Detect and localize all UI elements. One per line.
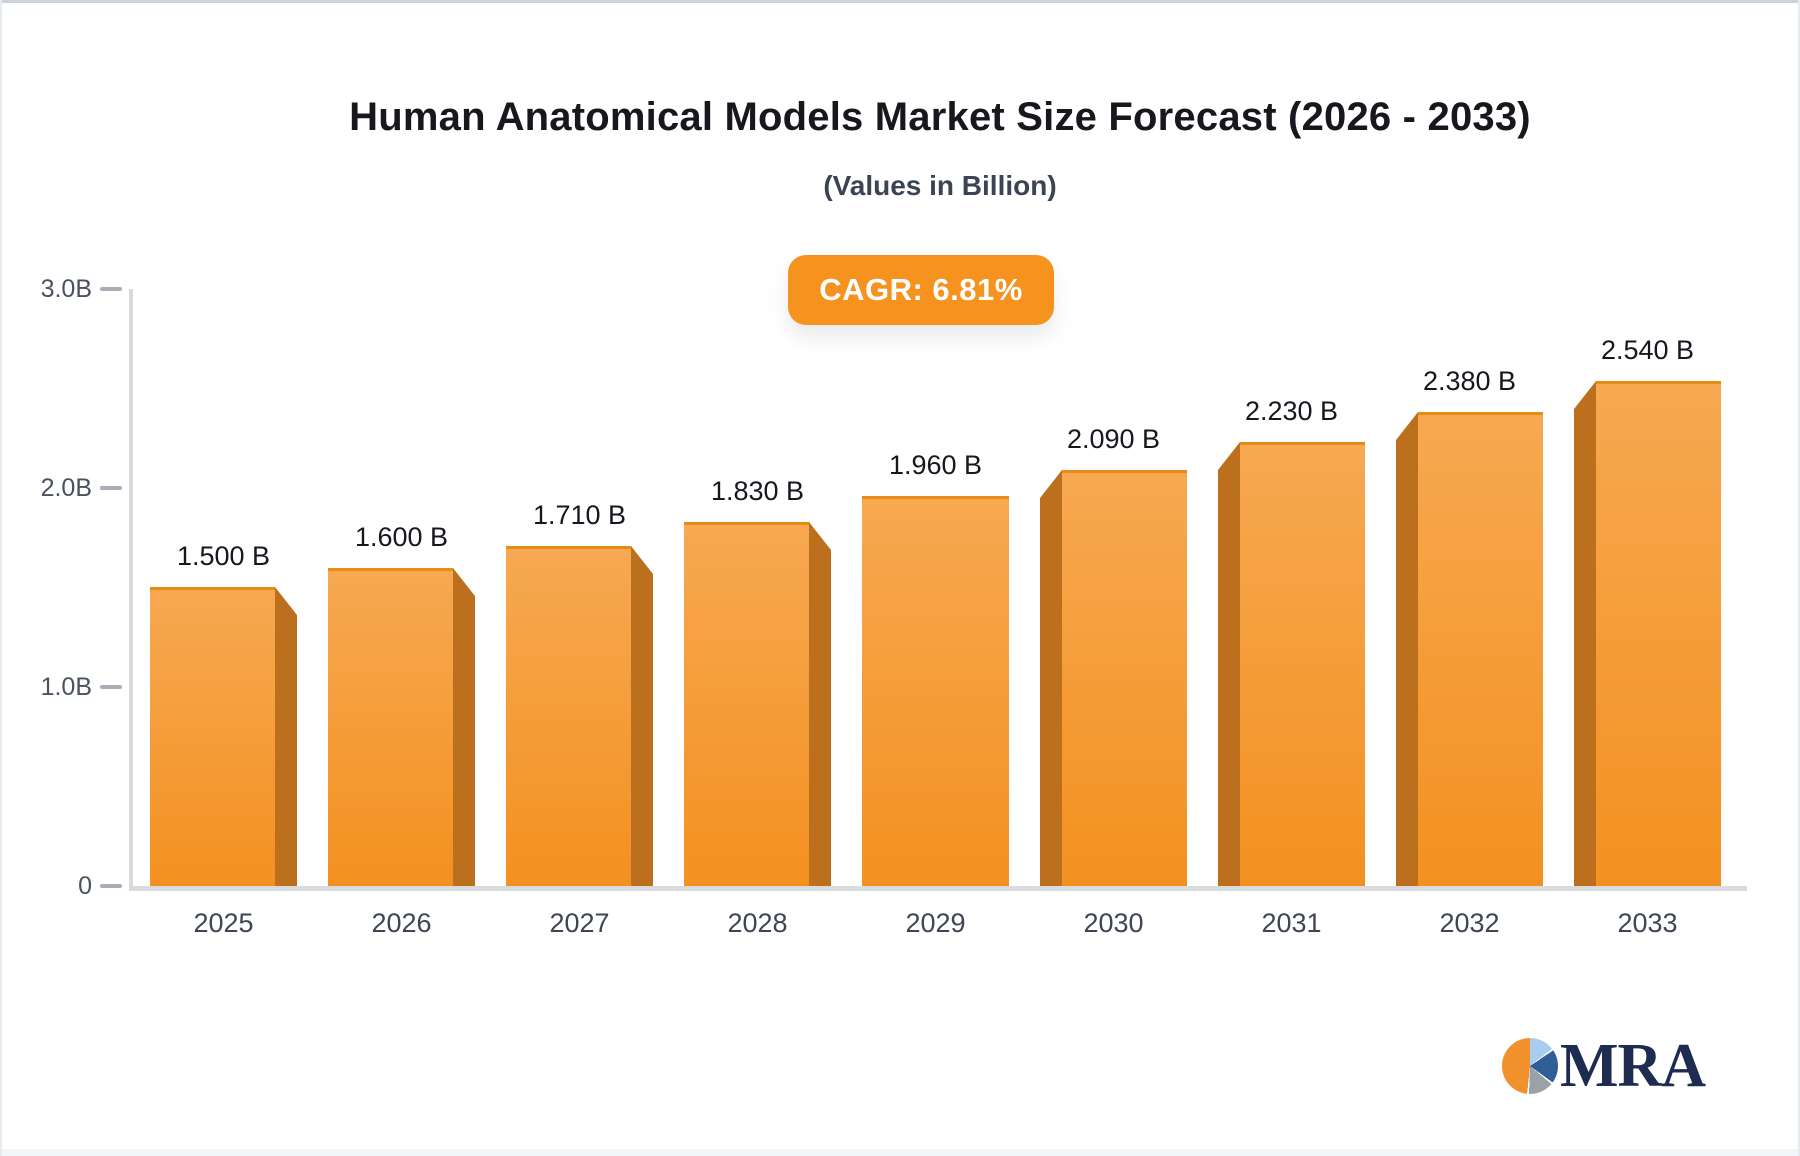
- x-axis-label: 2025: [193, 908, 254, 938]
- bar-value-label: 2.230 B: [1244, 396, 1339, 426]
- bar-face: [150, 587, 275, 886]
- bar-value-label: 2.540 B: [1600, 335, 1695, 365]
- x-axis-label: 2033: [1617, 908, 1678, 938]
- chart-subtitle: (Values in Billion): [823, 170, 1057, 201]
- bar-2033: [1574, 381, 1721, 886]
- pie-chart-logo-icon: [1502, 1038, 1558, 1094]
- bar-value-label: 1.830 B: [710, 476, 805, 506]
- bar-2028: [684, 522, 831, 886]
- bar-3d-side: [631, 546, 653, 886]
- y-axis-tick: [100, 685, 122, 689]
- card-right-border: [1798, 0, 1800, 1156]
- x-axis-label: 2028: [727, 908, 788, 938]
- bar-2031: [1218, 442, 1365, 886]
- bar-value-label: 1.500 B: [176, 541, 271, 571]
- bar-2030: [1040, 470, 1187, 886]
- bar-3d-side: [1396, 412, 1418, 886]
- card-left-border: [0, 0, 2, 1156]
- bar-3d-side: [1218, 442, 1240, 886]
- bar-2025: [150, 587, 297, 886]
- bar-2027: [506, 546, 653, 886]
- bar-3d-side: [453, 568, 475, 886]
- y-axis-tick: [100, 884, 122, 888]
- bar-face: [1418, 412, 1543, 886]
- card-top-border: [0, 0, 1800, 3]
- mra-logo: MRA: [1502, 1032, 1706, 1100]
- bar-3d-side: [1040, 470, 1062, 886]
- y-axis-line: [129, 289, 133, 890]
- bar-3d-side: [275, 587, 297, 886]
- y-axis-tick-label: 3.0B: [40, 275, 92, 303]
- bar-value-label: 1.960 B: [888, 450, 983, 480]
- x-axis-label: 2029: [905, 908, 966, 938]
- bar-3d-side: [1574, 381, 1596, 886]
- bar-3d-side: [809, 522, 831, 886]
- x-axis-baseline: [129, 886, 1747, 891]
- x-axis-label: 2027: [549, 908, 610, 938]
- cagr-badge: CAGR: 6.81%: [788, 255, 1054, 325]
- bar-2029: [862, 496, 1009, 886]
- bar-face: [684, 522, 809, 886]
- x-axis-label: 2031: [1261, 908, 1322, 938]
- card-bottom-border: [0, 1149, 1800, 1156]
- bar-value-label: 2.380 B: [1422, 366, 1517, 396]
- bar-face: [506, 546, 631, 886]
- bar-face: [1240, 442, 1365, 886]
- y-axis-tick-label: 0: [78, 872, 92, 900]
- x-axis-label: 2026: [371, 908, 432, 938]
- y-axis-tick-label: 2.0B: [40, 474, 92, 502]
- y-axis-tick: [100, 287, 122, 291]
- chart-title: Human Anatomical Models Market Size Fore…: [349, 95, 1531, 139]
- bar-value-label: 1.600 B: [354, 522, 449, 552]
- bar-face: [1062, 470, 1187, 886]
- logo-text: MRA: [1560, 1032, 1706, 1100]
- x-axis-label: 2032: [1439, 908, 1500, 938]
- bar-value-label: 1.710 B: [532, 500, 627, 530]
- bar-face: [1596, 381, 1721, 886]
- x-axis-label: 2030: [1083, 908, 1144, 938]
- bar-face: [862, 496, 1009, 886]
- bar-2026: [328, 568, 475, 886]
- y-axis-tick-label: 1.0B: [40, 673, 92, 701]
- bar-2032: [1396, 412, 1543, 886]
- y-axis-tick: [100, 486, 122, 490]
- bar-value-label: 2.090 B: [1066, 424, 1161, 454]
- cagr-badge-label: CAGR: 6.81%: [819, 272, 1023, 307]
- bar-face: [328, 568, 453, 886]
